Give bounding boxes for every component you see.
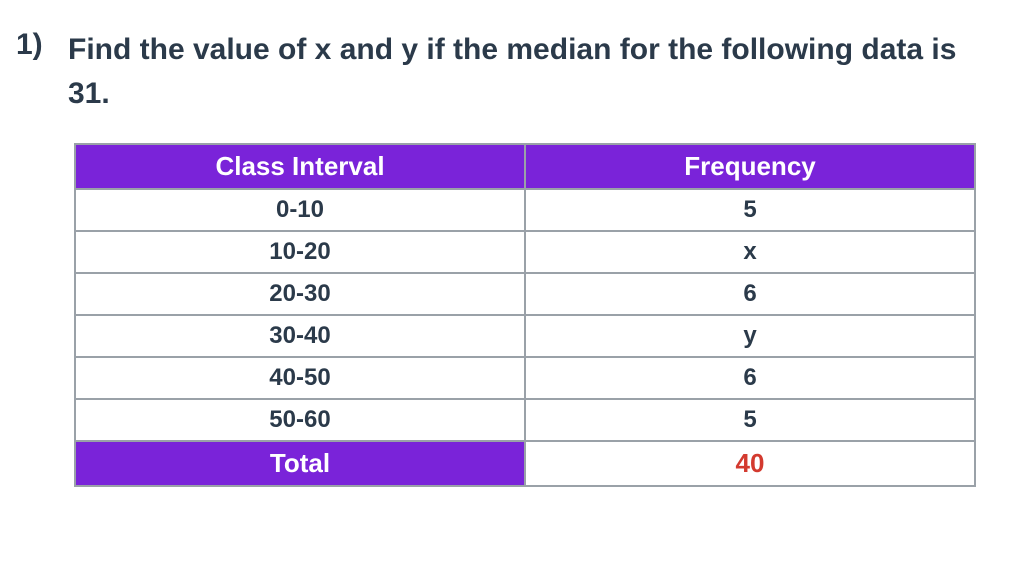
total-value: 40 [525,441,975,486]
cell-class-interval: 10-20 [75,231,525,273]
table-row: 10-20 x [75,231,975,273]
table-row: 0-10 5 [75,189,975,231]
cell-frequency: 5 [525,189,975,231]
table-row: 50-60 5 [75,399,975,441]
col-header-class-interval: Class Interval [75,144,525,189]
cell-frequency: y [525,315,975,357]
cell-frequency: 6 [525,357,975,399]
table-row: 40-50 6 [75,357,975,399]
cell-frequency: 6 [525,273,975,315]
cell-class-interval: 0-10 [75,189,525,231]
cell-class-interval: 30-40 [75,315,525,357]
table-row: 20-30 6 [75,273,975,315]
table-container: Class Interval Frequency 0-10 5 10-20 x … [16,143,994,487]
page: 1) Find the value of x and y if the medi… [0,0,1024,487]
cell-class-interval: 40-50 [75,357,525,399]
table-header-row: Class Interval Frequency [75,144,975,189]
cell-frequency: x [525,231,975,273]
question-number: 1) [16,28,56,62]
cell-class-interval: 50-60 [75,399,525,441]
total-label: Total [75,441,525,486]
question-row: 1) Find the value of x and y if the medi… [16,28,994,115]
question-text: Find the value of x and y if the median … [68,28,994,115]
frequency-table: Class Interval Frequency 0-10 5 10-20 x … [74,143,976,487]
table-total-row: Total 40 [75,441,975,486]
table-row: 30-40 y [75,315,975,357]
cell-frequency: 5 [525,399,975,441]
col-header-frequency: Frequency [525,144,975,189]
cell-class-interval: 20-30 [75,273,525,315]
